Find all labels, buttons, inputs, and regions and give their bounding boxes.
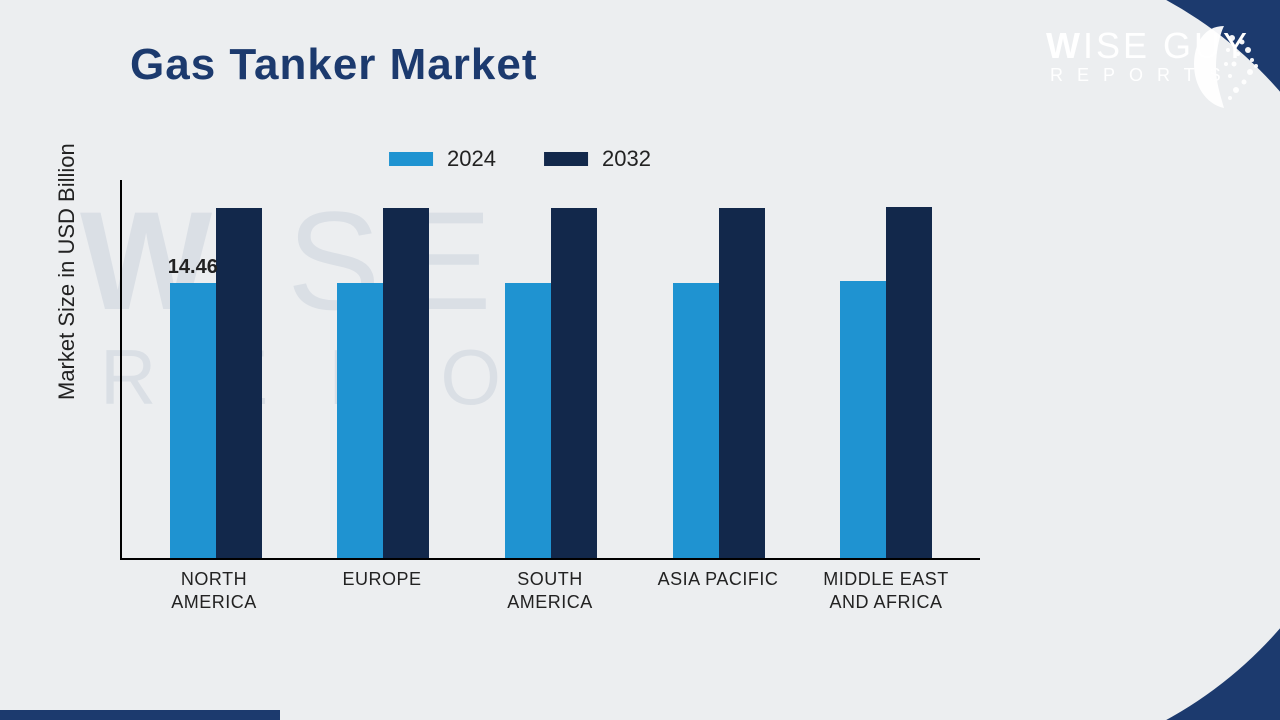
legend-swatch-icon — [544, 152, 588, 166]
x-axis-label: MIDDLE EAST AND AFRICA — [821, 568, 951, 680]
bar-2024 — [505, 283, 551, 559]
bar-2032 — [719, 208, 765, 558]
x-axis-label: SOUTH AMERICA — [485, 568, 615, 680]
bar-2032 — [216, 208, 262, 558]
chart-title: Gas Tanker Market — [130, 40, 537, 90]
legend-swatch-icon — [389, 152, 433, 166]
legend-item: 2024 — [389, 146, 496, 172]
bar-2024 — [840, 281, 886, 558]
bar-groups: 14.46 — [122, 180, 980, 558]
y-axis-label: Market Size in USD Billion — [54, 143, 80, 400]
bar-group — [505, 208, 597, 558]
bar-2024 — [337, 283, 383, 559]
chart-legend: 2024 2032 — [389, 146, 651, 172]
legend-label: 2024 — [447, 146, 496, 172]
x-axis-label: EUROPE — [317, 568, 447, 680]
bar-group — [673, 208, 765, 558]
brand-head-icon — [1186, 24, 1262, 110]
bar-2032 — [551, 208, 597, 558]
bar-2024 — [673, 283, 719, 559]
footer-accent-bar — [0, 710, 280, 720]
x-axis-labels: NORTH AMERICA EUROPE SOUTH AMERICA ASIA PAC… — [120, 560, 980, 680]
bar-chart: Market Size in USD Billion 20242032 14.4… — [60, 140, 980, 680]
bar-group: 14.46 — [170, 208, 262, 558]
bar-data-label: 14.46 — [168, 256, 218, 279]
bar-group — [840, 207, 932, 559]
bar-2032 — [383, 208, 429, 558]
legend-label: 2032 — [602, 146, 651, 172]
bar-2032 — [886, 207, 932, 559]
x-axis-label: NORTH AMERICA — [149, 568, 279, 680]
x-axis-label: ASIA PACIFIC — [653, 568, 783, 680]
plot-area: 14.46 — [120, 180, 980, 560]
bar-group — [337, 208, 429, 558]
bar-2024 — [170, 283, 216, 558]
legend-item: 2032 — [544, 146, 651, 172]
